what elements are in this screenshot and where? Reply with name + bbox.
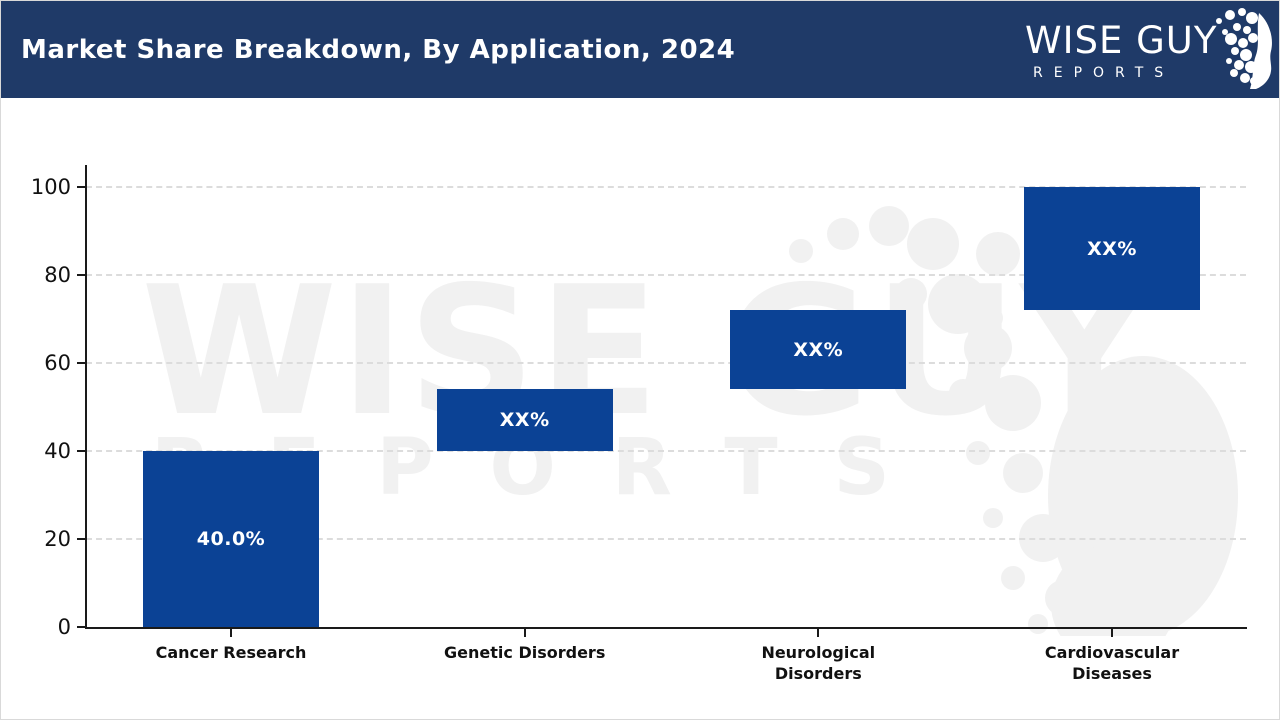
y-tick-0 bbox=[77, 626, 85, 628]
gridline-40 bbox=[86, 450, 1246, 452]
x-tick-1 bbox=[523, 629, 526, 637]
wise-guy-reports-logo: WISE GUY REPORTS bbox=[1025, 8, 1272, 89]
y-tick-40 bbox=[77, 450, 85, 452]
y-tick-label-0: 0 bbox=[57, 615, 71, 639]
gridline-20 bbox=[86, 538, 1246, 540]
bar-segment-2: XX% bbox=[730, 310, 907, 390]
x-category-label-0: Cancer Research bbox=[155, 643, 307, 662]
bar-value-label-0: 40.0% bbox=[196, 528, 266, 550]
y-tick-label-20: 20 bbox=[44, 527, 71, 551]
y-axis-line bbox=[85, 165, 87, 629]
y-tick-100 bbox=[77, 186, 85, 188]
gridline-100 bbox=[86, 186, 1246, 188]
x-category-label-2: Neurological Disorders bbox=[761, 643, 876, 683]
y-tick-60 bbox=[77, 362, 85, 364]
y-tick-80 bbox=[77, 274, 85, 276]
x-category-label-1: Genetic Disorders bbox=[444, 643, 606, 662]
dotted-face-icon bbox=[1216, 8, 1272, 89]
page-title: Market Share Breakdown, By Application, … bbox=[21, 34, 736, 65]
x-tick-0 bbox=[230, 629, 232, 637]
bar-segment-3: XX% bbox=[1024, 187, 1200, 311]
bar-segment-1: XX% bbox=[436, 389, 613, 451]
bar-value-label-2: XX% bbox=[793, 338, 844, 361]
bar-value-label-1: XX% bbox=[499, 409, 550, 432]
y-tick-label-60: 60 bbox=[44, 351, 71, 375]
y-tick-label-40: 40 bbox=[44, 439, 71, 463]
y-tick-20 bbox=[77, 538, 85, 540]
y-tick-label-100: 100 bbox=[30, 175, 71, 199]
y-tick-label-80: 80 bbox=[44, 263, 71, 287]
logo-wordmark: WISE GUY bbox=[1025, 19, 1217, 62]
x-axis-line bbox=[85, 627, 1247, 629]
logo-subtext: REPORTS bbox=[1033, 65, 1174, 81]
x-tick-3 bbox=[1111, 629, 1113, 637]
watermark-face-dots bbox=[789, 206, 1238, 636]
x-category-label-3: Cardiovascular Diseases bbox=[1044, 643, 1180, 683]
header-bar: Market Share Breakdown, By Application, … bbox=[1, 1, 1279, 98]
gridline-80 bbox=[86, 274, 1246, 276]
gridline-60 bbox=[86, 362, 1246, 364]
x-tick-2 bbox=[817, 629, 820, 637]
bar-segment-0: 40.0% bbox=[143, 451, 319, 627]
bar-value-label-3: XX% bbox=[1087, 237, 1137, 260]
